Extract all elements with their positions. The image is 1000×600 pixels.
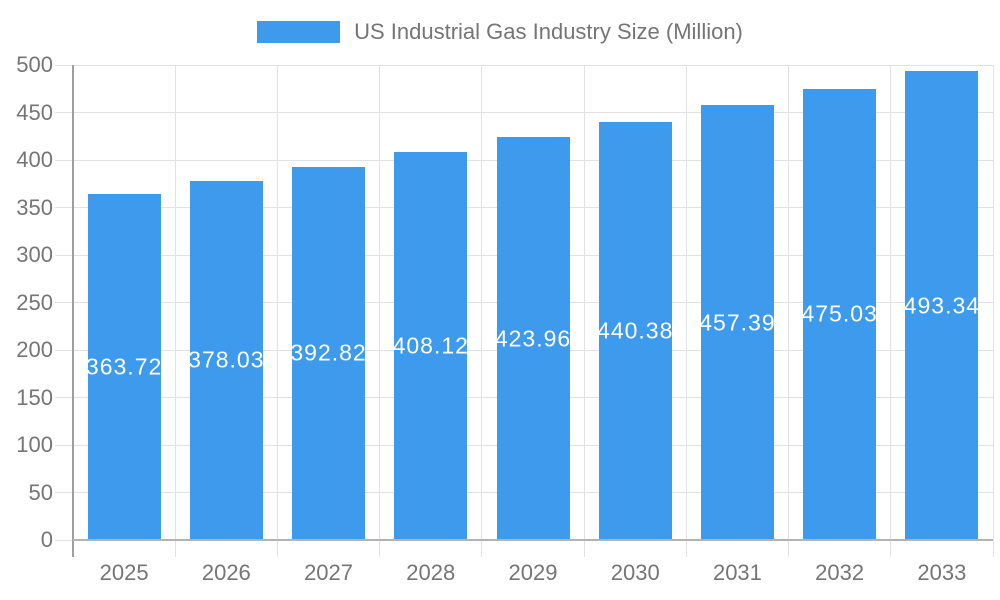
legend-color-swatch [257, 21, 341, 43]
bar[interactable]: 457.39 [699, 105, 776, 540]
x-axis-baseline [73, 539, 993, 541]
bar[interactable]: 423.96 [494, 137, 572, 540]
gridline-vertical [379, 65, 381, 557]
bar-value-label: 475.03 [801, 300, 878, 327]
bar[interactable]: 475.03 [801, 88, 878, 540]
bar-value-label: 457.39 [699, 309, 776, 336]
gridline-vertical [788, 65, 790, 557]
x-tick-label: 2033 [917, 560, 967, 585]
y-tick-label: 150 [16, 384, 53, 410]
gridline-vertical [583, 65, 585, 557]
y-tick-label: 400 [16, 147, 53, 172]
x-tick-label: 2029 [508, 560, 558, 585]
y-tick-label: 350 [16, 194, 53, 220]
bar-value-label: 378.03 [188, 346, 265, 373]
bar-value-label: 408.12 [392, 332, 469, 359]
gridline-horizontal [55, 64, 993, 66]
bar[interactable]: 440.38 [597, 121, 674, 540]
bar-value-label: 363.72 [85, 353, 163, 380]
bar[interactable]: 363.72 [85, 194, 163, 540]
y-tick-label: 100 [16, 432, 53, 457]
x-tick-label: 2027 [304, 560, 354, 585]
bar[interactable]: 392.82 [290, 166, 367, 540]
gridline-horizontal [55, 112, 993, 113]
y-tick-label: 0 [40, 527, 53, 552]
bar-value-label: 423.96 [494, 325, 572, 352]
bar[interactable]: 408.12 [392, 152, 469, 540]
y-tick-label: 500 [16, 52, 53, 77]
y-axis-line [72, 65, 74, 557]
x-tick-label: 2031 [712, 560, 762, 585]
y-tick-label: 450 [16, 99, 53, 125]
y-tick-label: 300 [16, 242, 53, 267]
gridline-vertical [174, 65, 176, 557]
gridline-vertical [276, 65, 278, 557]
y-tick-label: 50 [28, 479, 53, 505]
bar-value-label: 440.38 [597, 317, 674, 344]
gridline-vertical [685, 65, 687, 557]
x-tick-label: 2030 [610, 560, 660, 585]
chart-legend[interactable]: US Industrial Gas Industry Size (Million… [0, 19, 1000, 44]
x-tick-label: 2032 [815, 560, 865, 585]
y-tick-label: 200 [16, 337, 53, 362]
legend-label: US Industrial Gas Industry Size (Million… [354, 19, 743, 44]
x-tick-label: 2026 [201, 560, 251, 585]
x-tick-label: 2028 [406, 560, 456, 585]
gridline-vertical [992, 65, 994, 557]
y-tick-label: 250 [16, 289, 53, 315]
x-tick-label: 2025 [99, 560, 149, 585]
bar-value-label: 493.34 [903, 292, 981, 319]
bar[interactable]: 493.34 [903, 71, 981, 540]
bar[interactable]: 378.03 [188, 180, 265, 540]
bar-value-label: 392.82 [290, 339, 367, 366]
gridline-vertical [481, 65, 483, 557]
gridline-vertical [890, 65, 892, 557]
